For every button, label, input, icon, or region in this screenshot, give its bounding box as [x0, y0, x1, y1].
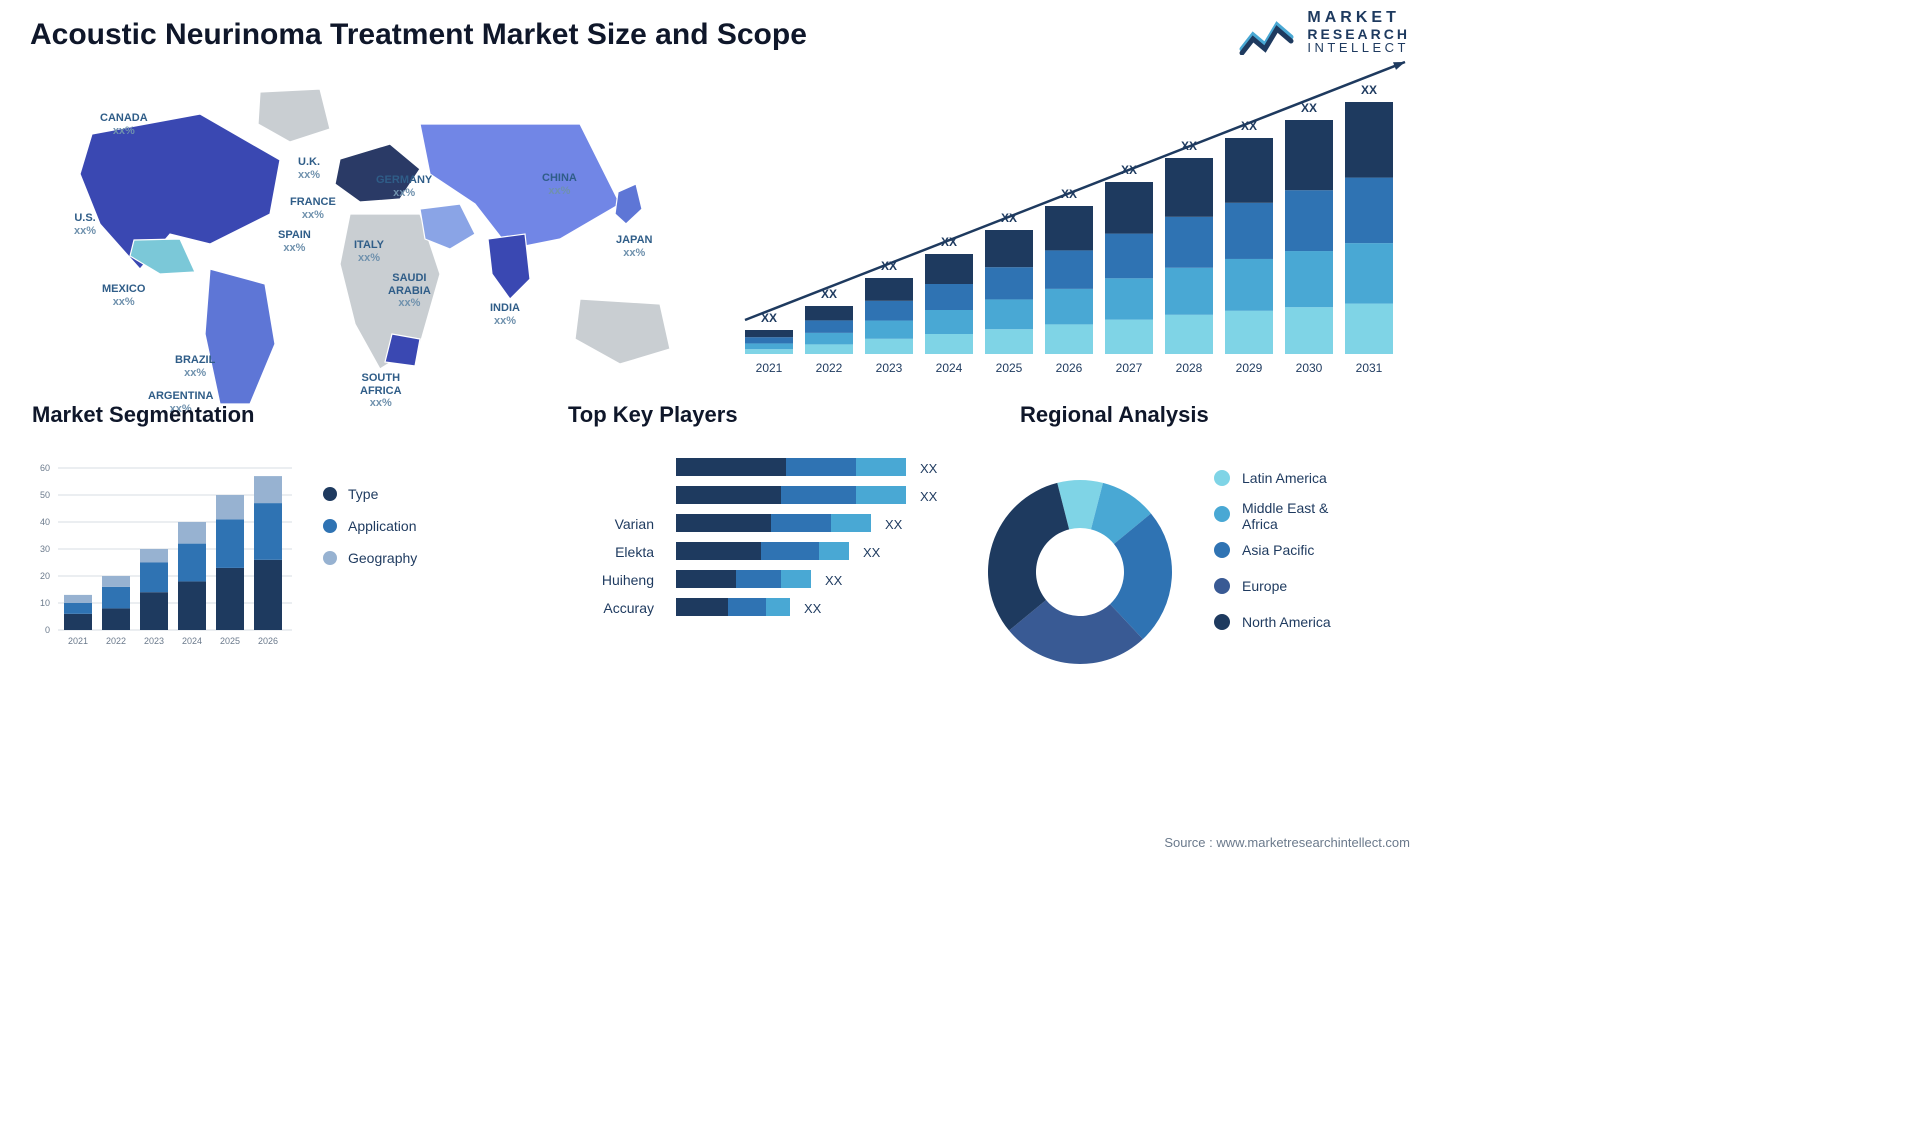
svg-text:2023: 2023 [144, 636, 164, 646]
brand-logo: MARKET RESEARCH INTELLECT [1239, 10, 1410, 55]
regional-title: Regional Analysis [1020, 402, 1209, 428]
map-label: U.S.xx% [74, 212, 96, 237]
svg-text:2023: 2023 [876, 361, 903, 375]
svg-text:XX: XX [920, 461, 938, 476]
svg-text:30: 30 [40, 544, 50, 554]
svg-text:Latin America: Latin America [1242, 470, 1327, 486]
svg-text:20: 20 [40, 571, 50, 581]
map-label: MEXICOxx% [102, 283, 145, 308]
svg-text:2021: 2021 [756, 361, 783, 375]
svg-text:2028: 2028 [1176, 361, 1203, 375]
svg-text:XX: XX [941, 235, 957, 249]
svg-text:Europe: Europe [1242, 578, 1287, 594]
svg-text:Accuray: Accuray [603, 600, 654, 616]
map-label: SPAINxx% [278, 229, 311, 254]
players-chart: XXXXXXXXXXXXVarianElektaHuihengAccuray [560, 438, 990, 688]
svg-text:XX: XX [1301, 101, 1317, 115]
source-text: Source : www.marketresearchintellect.com [1164, 835, 1410, 850]
svg-text:2026: 2026 [258, 636, 278, 646]
map-label: FRANCExx% [290, 196, 336, 221]
map-label: GERMANYxx% [376, 174, 432, 199]
map-label: SOUTHAFRICAxx% [360, 372, 402, 410]
map-label: BRAZILxx% [175, 354, 215, 379]
world-map-panel: CANADAxx%U.S.xx%MEXICOxx%BRAZILxx%ARGENT… [20, 74, 710, 384]
svg-text:2021: 2021 [68, 636, 88, 646]
svg-text:2022: 2022 [106, 636, 126, 646]
svg-text:Huiheng: Huiheng [602, 572, 654, 588]
svg-text:Asia Pacific: Asia Pacific [1242, 542, 1314, 558]
svg-text:40: 40 [40, 517, 50, 527]
svg-text:XX: XX [825, 573, 843, 588]
segmentation-title: Market Segmentation [32, 402, 255, 428]
logo-line1: MARKET [1307, 10, 1410, 27]
svg-text:Varian: Varian [615, 516, 654, 532]
forecast-chart: XX 2021 XX 2022 XX 2023 XX 2024 XX 2025 XX 2026 XX 20… [735, 88, 1403, 388]
svg-text:XX: XX [920, 489, 938, 504]
map-label: SAUDIARABIAxx% [388, 272, 431, 310]
svg-text:2029: 2029 [1236, 361, 1263, 375]
svg-text:XX: XX [1061, 187, 1077, 201]
regional-chart: Latin America Middle East &Africa Asia Pac… [960, 438, 1420, 688]
svg-text:XX: XX [1241, 119, 1257, 133]
svg-text:0: 0 [45, 625, 50, 635]
svg-text:Geography: Geography [348, 550, 417, 566]
svg-text:10: 10 [40, 598, 50, 608]
svg-text:2025: 2025 [220, 636, 240, 646]
svg-text:XX: XX [863, 545, 881, 560]
svg-text:2024: 2024 [182, 636, 202, 646]
svg-text:XX: XX [1121, 163, 1137, 177]
svg-text:2026: 2026 [1056, 361, 1083, 375]
svg-text:XX: XX [761, 311, 777, 325]
svg-text:2027: 2027 [1116, 361, 1143, 375]
svg-text:Middle East &: Middle East & [1242, 500, 1329, 516]
map-label: INDIAxx% [490, 302, 520, 327]
segmentation-chart: 0 10 20 30 40 50 60 2021 2022 2023 2024 2025 2026 Typ… [30, 438, 505, 688]
svg-text:Type: Type [348, 486, 379, 502]
logo-mark-icon [1239, 11, 1297, 55]
svg-text:XX: XX [885, 517, 903, 532]
map-label: U.K.xx% [298, 156, 320, 181]
svg-text:2031: 2031 [1356, 361, 1383, 375]
svg-text:North America: North America [1242, 614, 1331, 630]
svg-text:2025: 2025 [996, 361, 1023, 375]
map-label: ITALYxx% [354, 239, 384, 264]
svg-text:2022: 2022 [816, 361, 843, 375]
svg-text:2030: 2030 [1296, 361, 1323, 375]
svg-text:XX: XX [1001, 211, 1017, 225]
map-label: JAPANxx% [616, 234, 652, 259]
svg-text:XX: XX [1361, 83, 1377, 97]
map-label: CANADAxx% [100, 112, 148, 137]
map-label: CHINAxx% [542, 172, 577, 197]
svg-text:XX: XX [821, 287, 837, 301]
svg-text:Africa: Africa [1242, 516, 1278, 532]
logo-line3: INTELLECT [1307, 41, 1410, 55]
svg-text:60: 60 [40, 463, 50, 473]
svg-text:XX: XX [1181, 139, 1197, 153]
logo-line2: RESEARCH [1307, 27, 1410, 42]
page-title: Acoustic Neurinoma Treatment Market Size… [30, 18, 807, 52]
players-title: Top Key Players [568, 402, 738, 428]
svg-text:XX: XX [881, 259, 897, 273]
svg-text:Application: Application [348, 518, 417, 534]
svg-text:XX: XX [804, 601, 822, 616]
svg-text:Elekta: Elekta [615, 544, 654, 560]
svg-text:2024: 2024 [936, 361, 963, 375]
svg-text:50: 50 [40, 490, 50, 500]
